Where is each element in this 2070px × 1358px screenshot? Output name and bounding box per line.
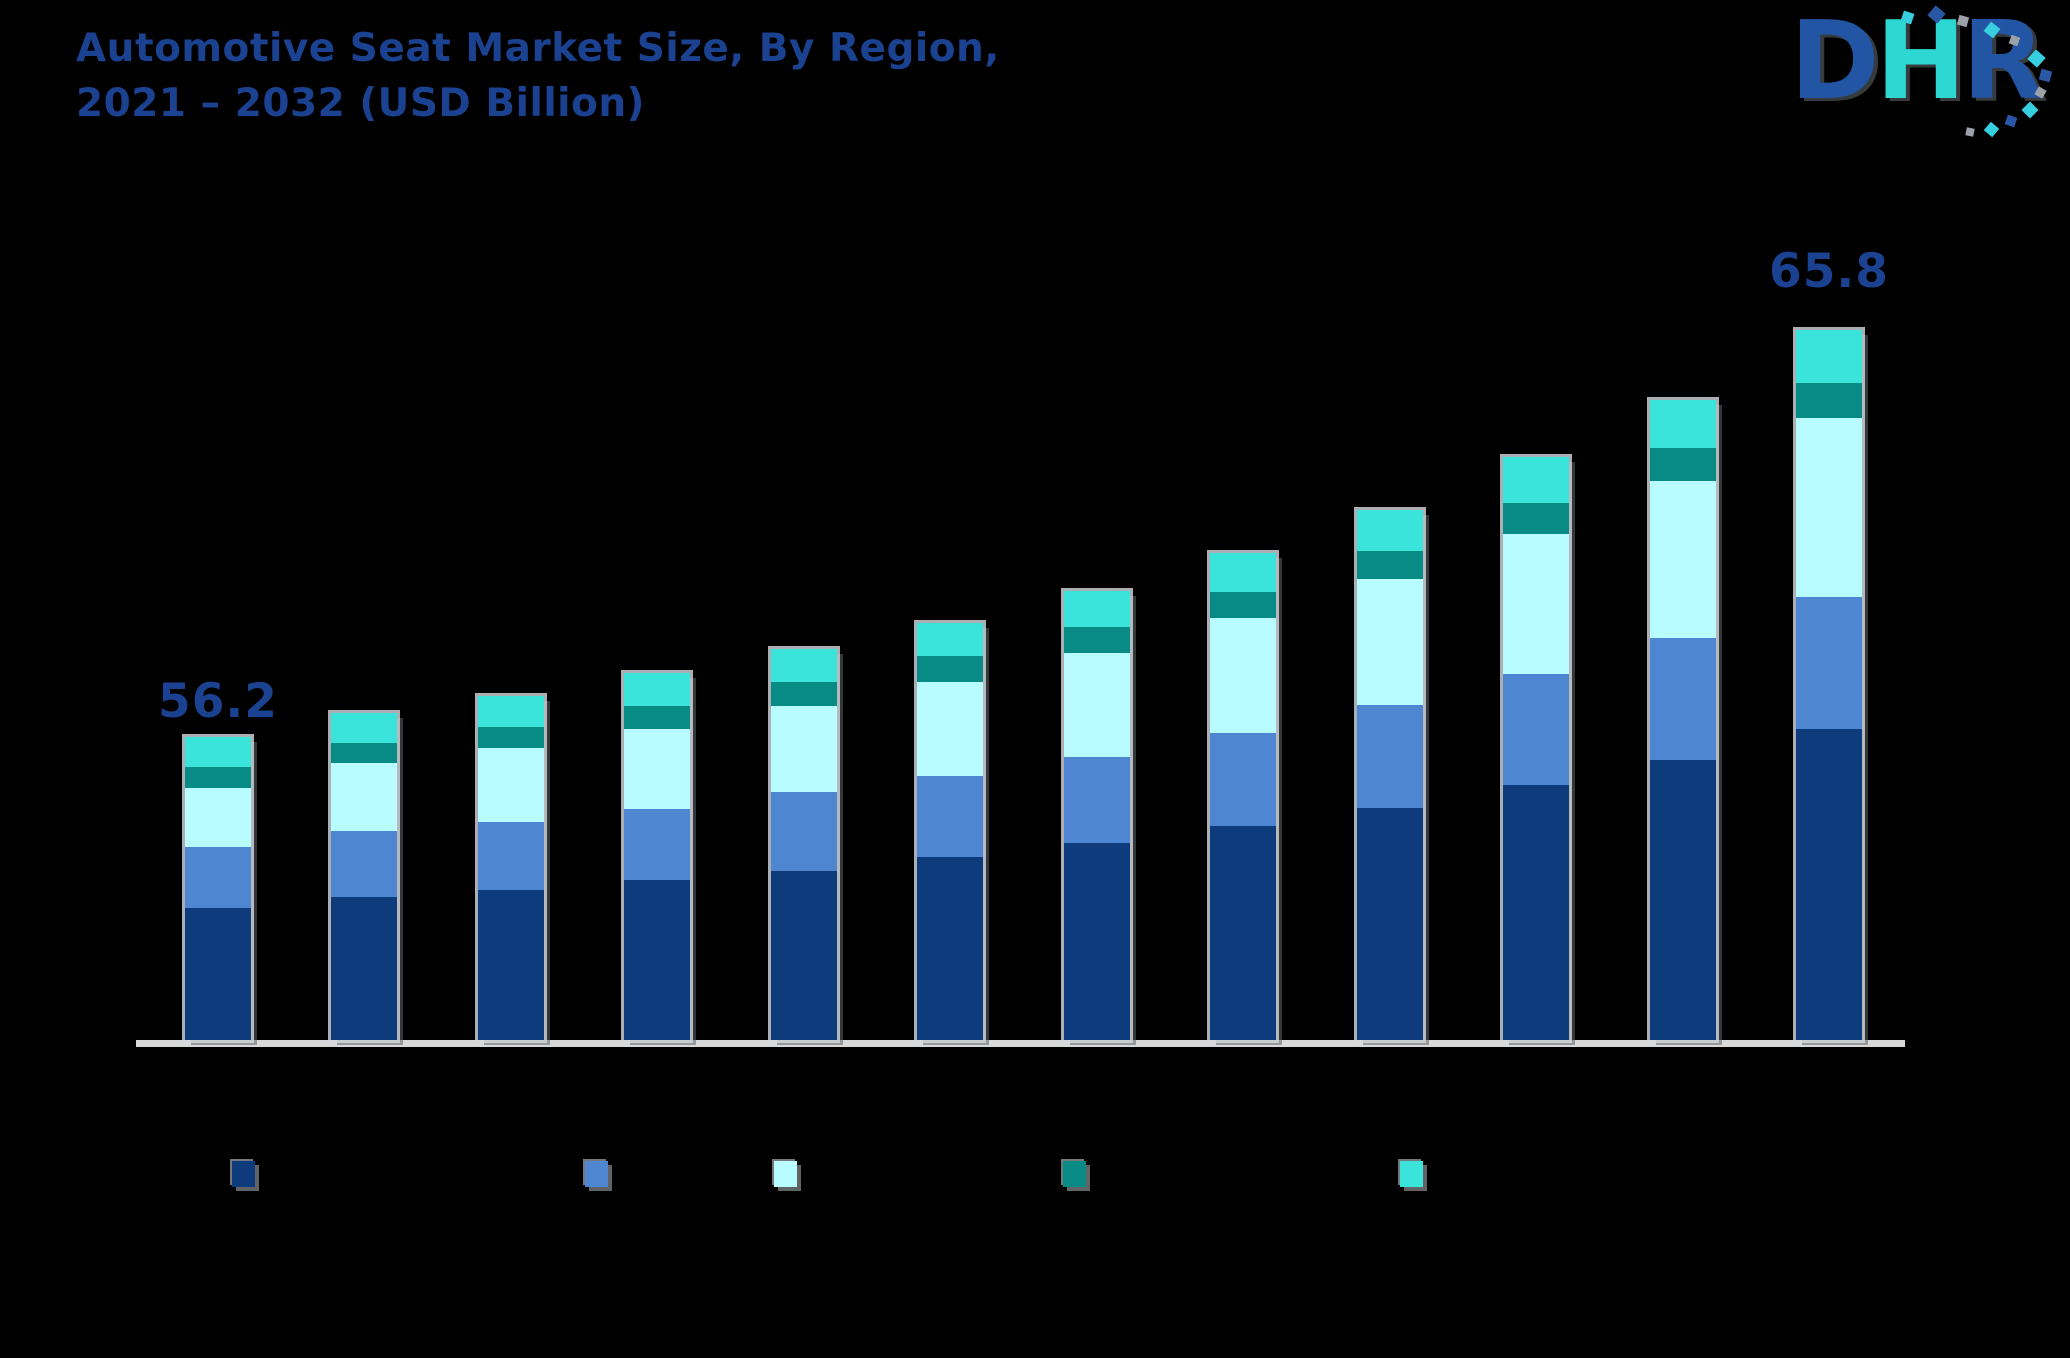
- bar-segment-region-1: [917, 857, 983, 1040]
- chart-title-line2: 2021 – 2032 (USD Billion): [76, 80, 645, 126]
- bar-segment-region-3: [624, 729, 690, 809]
- bar-segment-region-5: [917, 623, 983, 656]
- bar-segment-region-4: [1210, 592, 1276, 618]
- legend-swatch-1: [232, 1161, 255, 1187]
- bar-2032: [1796, 330, 1862, 1040]
- logo-letter-D: D: [1790, 0, 1880, 124]
- legend-swatch-5: [1400, 1161, 1423, 1187]
- bar-segment-region-3: [917, 682, 983, 776]
- bar-segment-region-4: [1503, 503, 1569, 534]
- bar-segment-region-1: [1064, 843, 1130, 1040]
- bar-2028: [1210, 553, 1276, 1040]
- bar-segment-region-2: [478, 822, 544, 890]
- legend-swatch-4: [1063, 1161, 1086, 1187]
- bar-2022: [331, 713, 397, 1040]
- legend-swatch-2: [585, 1161, 608, 1187]
- bar-segment-region-2: [1357, 705, 1423, 808]
- bar-segment-region-5: [1650, 400, 1716, 448]
- bar-segment-region-3: [1503, 534, 1569, 674]
- bar-segment-region-1: [1210, 826, 1276, 1040]
- bar-segment-region-3: [185, 788, 251, 847]
- bar-2026: [917, 623, 983, 1040]
- bar-2031: [1650, 400, 1716, 1040]
- chart-title: Automotive Seat Market Size, By Region, …: [76, 22, 1000, 131]
- bar-2024: [624, 673, 690, 1040]
- bar-segment-region-1: [331, 897, 397, 1040]
- bar-segment-region-1: [771, 871, 837, 1040]
- bar-segment-region-5: [1503, 457, 1569, 503]
- dhr-logo-text: DHR: [1790, 8, 2045, 116]
- dhr-logo: DHR: [1790, 5, 2060, 138]
- bar-segment-region-4: [185, 767, 251, 788]
- bar-segment-region-3: [1796, 418, 1862, 597]
- bar-2021: [185, 737, 251, 1040]
- legend-swatch-3: [774, 1161, 797, 1187]
- bar-segment-region-4: [771, 682, 837, 706]
- bar-segment-region-1: [1796, 729, 1862, 1040]
- bar-segment-region-5: [771, 649, 837, 682]
- bar-segment-region-5: [1210, 553, 1276, 592]
- bar-segment-region-2: [1064, 757, 1130, 843]
- bar-segment-region-1: [1503, 785, 1569, 1040]
- bar-segment-region-4: [1796, 383, 1862, 418]
- bar-segment-region-2: [331, 831, 397, 897]
- bar-segment-region-2: [917, 776, 983, 857]
- bar-segment-region-4: [478, 727, 544, 748]
- bar-segment-region-1: [624, 880, 690, 1040]
- bar-segment-region-1: [478, 890, 544, 1040]
- bar-segment-region-1: [1357, 808, 1423, 1040]
- bar-segment-region-4: [1357, 551, 1423, 579]
- bar-segment-region-2: [1796, 597, 1862, 729]
- bar-2023: [478, 696, 544, 1040]
- bar-segment-region-3: [771, 706, 837, 792]
- bar-segment-region-4: [1064, 627, 1130, 653]
- bar-segment-region-2: [771, 792, 837, 871]
- bar-segment-region-4: [331, 743, 397, 763]
- bar-2025: [771, 649, 837, 1040]
- bar-segment-region-3: [1357, 579, 1423, 705]
- bar-segment-region-2: [185, 847, 251, 908]
- bar-segment-region-5: [331, 713, 397, 743]
- bar-2029: [1357, 510, 1423, 1040]
- bar-segment-region-3: [1210, 618, 1276, 733]
- bar-segment-region-4: [917, 656, 983, 682]
- bar-2030: [1503, 457, 1569, 1040]
- bar-segment-region-5: [478, 696, 544, 727]
- chart-title-line1: Automotive Seat Market Size, By Region,: [76, 26, 1000, 71]
- bar-segment-region-5: [185, 737, 251, 767]
- x-axis-line: [136, 1040, 1905, 1047]
- bar-segment-region-5: [1357, 510, 1423, 551]
- bar-segment-region-2: [624, 809, 690, 880]
- bar-segment-region-3: [1650, 481, 1716, 638]
- bar-segment-region-3: [331, 763, 397, 831]
- bar-segment-region-1: [1650, 760, 1716, 1040]
- bar-segment-region-5: [1064, 591, 1130, 627]
- bar-segment-region-3: [1064, 653, 1130, 757]
- bar-segment-region-1: [185, 908, 251, 1040]
- bar-segment-region-5: [624, 673, 690, 706]
- bar-segment-region-2: [1210, 733, 1276, 826]
- bar-segment-region-3: [478, 748, 544, 822]
- bar-segment-region-2: [1503, 674, 1569, 785]
- data-label-last-bar: 65.8: [1769, 244, 1889, 299]
- data-label-first-bar: 56.2: [158, 674, 278, 729]
- bar-segment-region-4: [624, 706, 690, 729]
- bar-segment-region-2: [1650, 638, 1716, 760]
- bar-segment-region-5: [1796, 330, 1862, 383]
- bar-segment-region-4: [1650, 448, 1716, 481]
- logo-letter-H: H: [1875, 0, 1966, 124]
- bar-2027: [1064, 591, 1130, 1040]
